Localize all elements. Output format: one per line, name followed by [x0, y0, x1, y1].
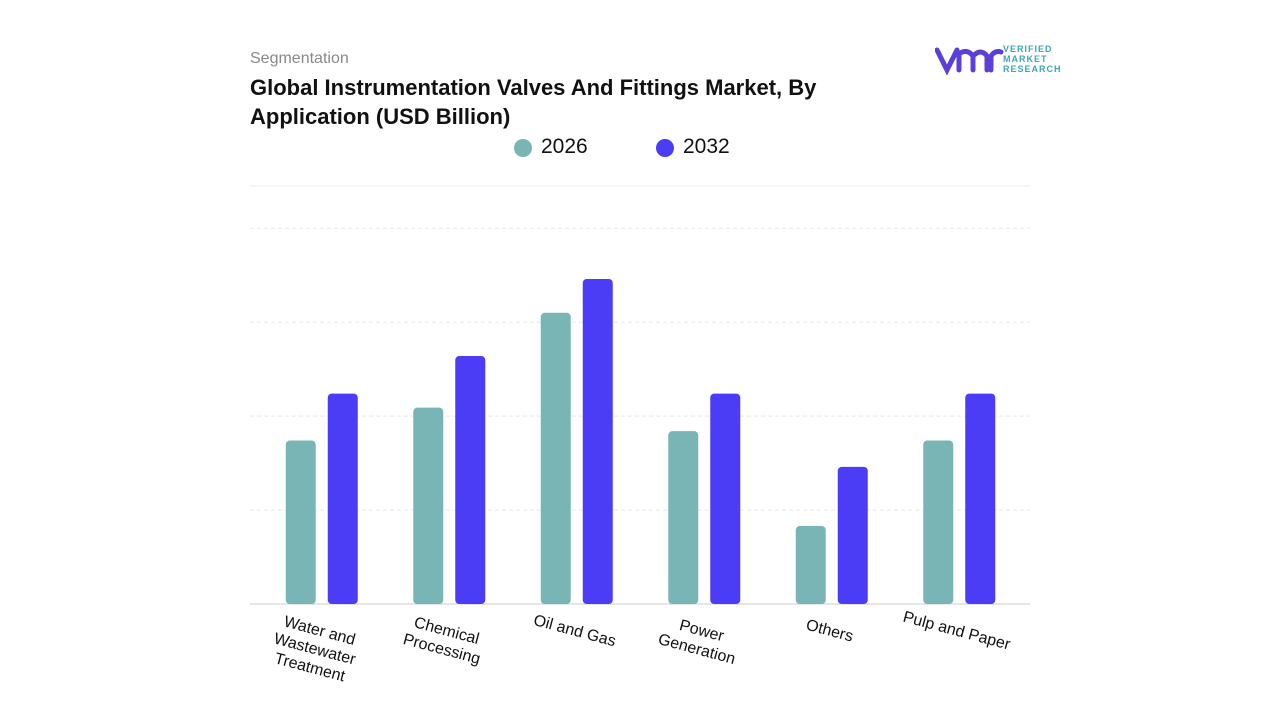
bar: [582, 278, 613, 604]
bar: [285, 440, 316, 604]
logo-mark: [935, 47, 1004, 76]
logo-text: RESEARCH: [1003, 64, 1062, 74]
bar: [455, 356, 486, 604]
subtitle: Segmentation: [250, 50, 349, 67]
bar: [965, 393, 996, 604]
bar: [795, 526, 826, 604]
legend-swatch: [514, 139, 532, 157]
bar: [413, 407, 444, 604]
logo: VERIFIED MARKET RESEARCH: [935, 44, 1062, 76]
legend-swatch: [656, 139, 674, 157]
bar: [668, 431, 699, 604]
legend-label: 2032: [683, 135, 730, 158]
bar: [710, 393, 741, 604]
logo-text: VERIFIED: [1003, 44, 1053, 54]
chart-title: Global Instrumentation Valves And Fittin…: [250, 75, 817, 129]
legend-label: 2026: [541, 135, 588, 158]
logo-text: MARKET: [1003, 54, 1048, 64]
bar: [923, 440, 954, 604]
bar: [540, 312, 571, 604]
bar: [837, 466, 868, 604]
bar: [327, 393, 358, 604]
